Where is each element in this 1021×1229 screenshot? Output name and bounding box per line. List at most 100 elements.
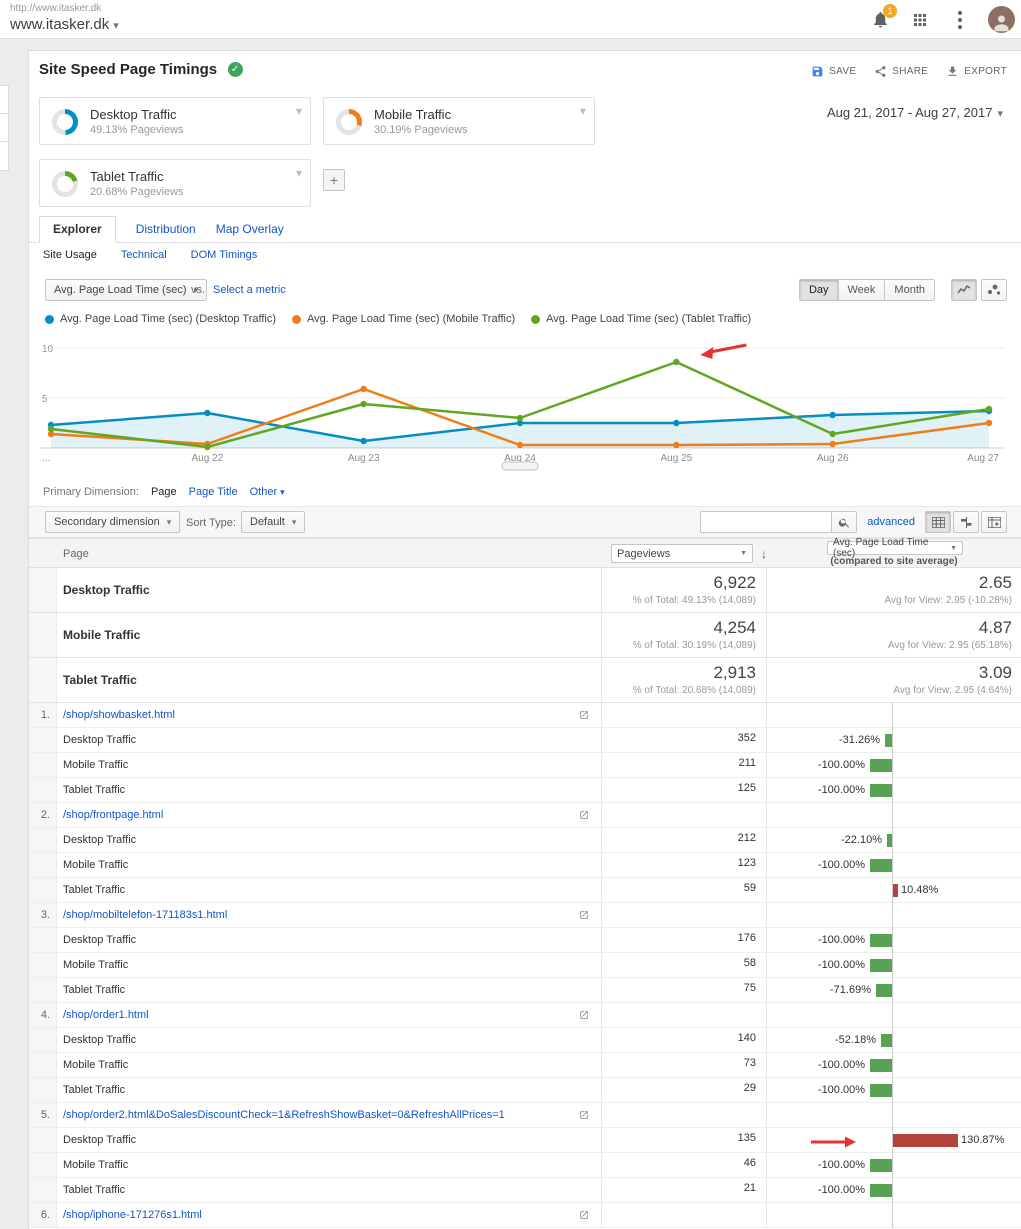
apps-grid-icon[interactable] (908, 8, 932, 32)
external-link-icon[interactable] (579, 910, 589, 920)
user-avatar[interactable] (988, 6, 1015, 33)
collapsed-side-panel[interactable] (0, 85, 9, 171)
notifications-bell-icon[interactable]: 1 (868, 3, 897, 32)
segment-name: Tablet Traffic (63, 984, 126, 996)
pageviews-value: 125 (737, 782, 756, 794)
comparison-axis (892, 828, 893, 853)
chevron-down-icon[interactable]: ▾ (295, 166, 302, 180)
row-index: 4. (40, 1009, 50, 1021)
page-link[interactable]: /shop/order2.html&DoSalesDiscountCheck=1… (63, 1109, 505, 1121)
segment-sub-row: Desktop Traffic 212 -22.10% (29, 828, 1021, 853)
segment-card-mobile[interactable]: Mobile Traffic 30.19% Pageviews ▾ (323, 97, 595, 145)
legend-item: Avg. Page Load Time (sec) (Tablet Traffi… (531, 313, 751, 325)
pivot-view-button[interactable] (981, 511, 1007, 533)
comparison-axis (892, 778, 893, 803)
tab-map-overlay[interactable]: Map Overlay (215, 222, 284, 236)
external-link-icon[interactable] (579, 810, 589, 820)
metric-column-selector[interactable]: Avg. Page Load Time (sec) ▼ (827, 537, 963, 559)
table-view-button[interactable] (925, 511, 951, 533)
dimension-page-title[interactable]: Page Title (188, 486, 238, 498)
legend-dot-icon (531, 314, 541, 324)
motion-chart-view-button[interactable] (981, 279, 1007, 301)
column-header-page[interactable]: Page (63, 548, 89, 560)
month-button[interactable]: Month (884, 279, 935, 301)
subtab-dom-timings[interactable]: DOM Timings (190, 249, 258, 261)
external-link-icon[interactable] (579, 1010, 589, 1020)
comparison-bar (870, 934, 892, 947)
timeseries-chart: 5 10... Aug 22 Aug 23 Aug 24 Aug 25 Aug 26 Aug … (39, 338, 1012, 474)
page-link[interactable]: /shop/frontpage.html (63, 809, 164, 821)
timeline-scrubber[interactable] (501, 461, 539, 471)
svg-text:Aug 22: Aug 22 (191, 453, 223, 464)
metric-dropdown[interactable]: Avg. Page Load Time (sec) ▾ (45, 279, 208, 301)
comparison-bar (893, 1134, 958, 1147)
search-button[interactable] (831, 511, 858, 533)
export-button[interactable]: EXPORT (946, 65, 1007, 78)
external-link-icon[interactable] (579, 710, 589, 720)
chevron-down-icon: ▾ (193, 284, 199, 295)
external-link-icon[interactable] (579, 1110, 589, 1120)
tab-explorer[interactable]: Explorer (39, 216, 116, 243)
segment-card-tablet[interactable]: Tablet Traffic 20.68% Pageviews ▾ (39, 159, 311, 207)
segment-sub-row: Mobile Traffic 211 -100.00% (29, 753, 1021, 778)
page-row: 4. /shop/order1.html (29, 1003, 1021, 1028)
pageviews-value: 46 (743, 1157, 756, 1169)
tab-distribution[interactable]: Distribution (135, 222, 196, 236)
comparison-bar (870, 1059, 892, 1072)
summary-row: Mobile Traffic 4,254 % of Total: 30.19% … (29, 613, 1021, 658)
chevron-down-icon[interactable]: ▾ (295, 104, 302, 118)
comparison-bar (870, 959, 892, 972)
comparison-bar (881, 1034, 892, 1047)
notification-badge: 1 (883, 3, 897, 18)
pageviews-column-selector[interactable]: Pageviews ▼ (611, 544, 753, 563)
subtab-site-usage[interactable]: Site Usage (43, 249, 97, 261)
select-metric-link[interactable]: Select a metric (213, 284, 286, 296)
svg-text:Aug 23: Aug 23 (348, 453, 380, 464)
comparison-bar (870, 859, 892, 872)
date-range-picker[interactable]: Aug 21, 2017 - Aug 27, 2017 ▾ (826, 105, 1003, 120)
summary-row: Tablet Traffic 2,913 % of Total: 20.68% … (29, 658, 1021, 703)
line-chart-view-button[interactable] (951, 279, 977, 301)
pageviews-value: 211 (738, 757, 756, 769)
secondary-dimension-button[interactable]: Secondary dimension ▾ (45, 511, 181, 533)
page-link[interactable]: /shop/mobiltelefon-171183s1.html (63, 909, 228, 921)
page-link[interactable]: /shop/order1.html (63, 1009, 149, 1021)
property-selector[interactable]: www.itasker.dk ▾ (10, 16, 119, 33)
report-card: Site Speed Page Timings ✓ SAVE SHARE EXP… (28, 50, 1021, 1229)
dimension-page[interactable]: Page (150, 486, 177, 498)
explorer-subtabs: Site Usage Technical DOM Timings (43, 249, 257, 261)
week-button[interactable]: Week (837, 279, 886, 301)
chevron-down-icon[interactable]: ▾ (579, 104, 586, 118)
pageviews-value: 140 (737, 1032, 756, 1044)
segment-name: Mobile Traffic (63, 859, 129, 871)
avg-for-view: Avg for View: 2.95 (-10.28%) (884, 595, 1012, 606)
delta-label: -100.00% (817, 1184, 865, 1196)
segment-name: Mobile Traffic (374, 107, 452, 122)
sort-direction-icon[interactable]: ↓ (761, 547, 767, 561)
subtab-technical[interactable]: Technical (120, 249, 167, 261)
page-link[interactable]: /shop/iphone-171276s1.html (63, 1209, 202, 1221)
delta-label: 130.87% (961, 1134, 1005, 1146)
comparison-view-button[interactable] (953, 511, 979, 533)
share-button[interactable]: SHARE (874, 65, 928, 78)
table-toolbar: Secondary dimension ▾ Sort Type: Default ▾… (29, 506, 1021, 538)
table-search-input[interactable] (700, 511, 833, 533)
dimension-other[interactable]: Other ▾ (249, 486, 285, 498)
page-link[interactable]: /shop/showbasket.html (63, 709, 175, 721)
page-row: 3. /shop/mobiltelefon-171183s1.html (29, 903, 1021, 928)
segment-card-desktop[interactable]: Desktop Traffic 49.13% Pageviews ▾ (39, 97, 311, 145)
save-icon (812, 66, 823, 77)
metric-value: 2.65 (978, 573, 1012, 592)
comparison-bar (870, 1084, 892, 1097)
row-index: 5. (40, 1109, 50, 1121)
segment-sub-row: Tablet Traffic 21 -100.00% (29, 1178, 1021, 1203)
day-button[interactable]: Day (798, 279, 839, 301)
overflow-menu-icon[interactable] (948, 8, 972, 32)
add-segment-button[interactable]: + (323, 169, 345, 191)
external-link-icon[interactable] (579, 1210, 589, 1220)
sort-type-button[interactable]: Default ▾ (241, 511, 306, 533)
page-row: 2. /shop/frontpage.html (29, 803, 1021, 828)
comparison-axis (892, 1203, 893, 1228)
advanced-search-link[interactable]: advanced (867, 516, 915, 528)
save-button[interactable]: SAVE (811, 65, 856, 78)
